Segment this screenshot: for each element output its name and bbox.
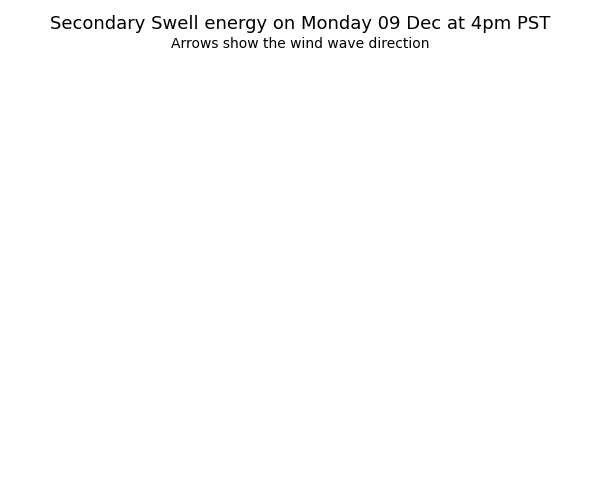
- Text: Arrows show the wind wave direction: Arrows show the wind wave direction: [171, 37, 430, 51]
- Text: Secondary Swell energy on Monday 09 Dec at 4pm PST: Secondary Swell energy on Monday 09 Dec …: [50, 15, 551, 33]
